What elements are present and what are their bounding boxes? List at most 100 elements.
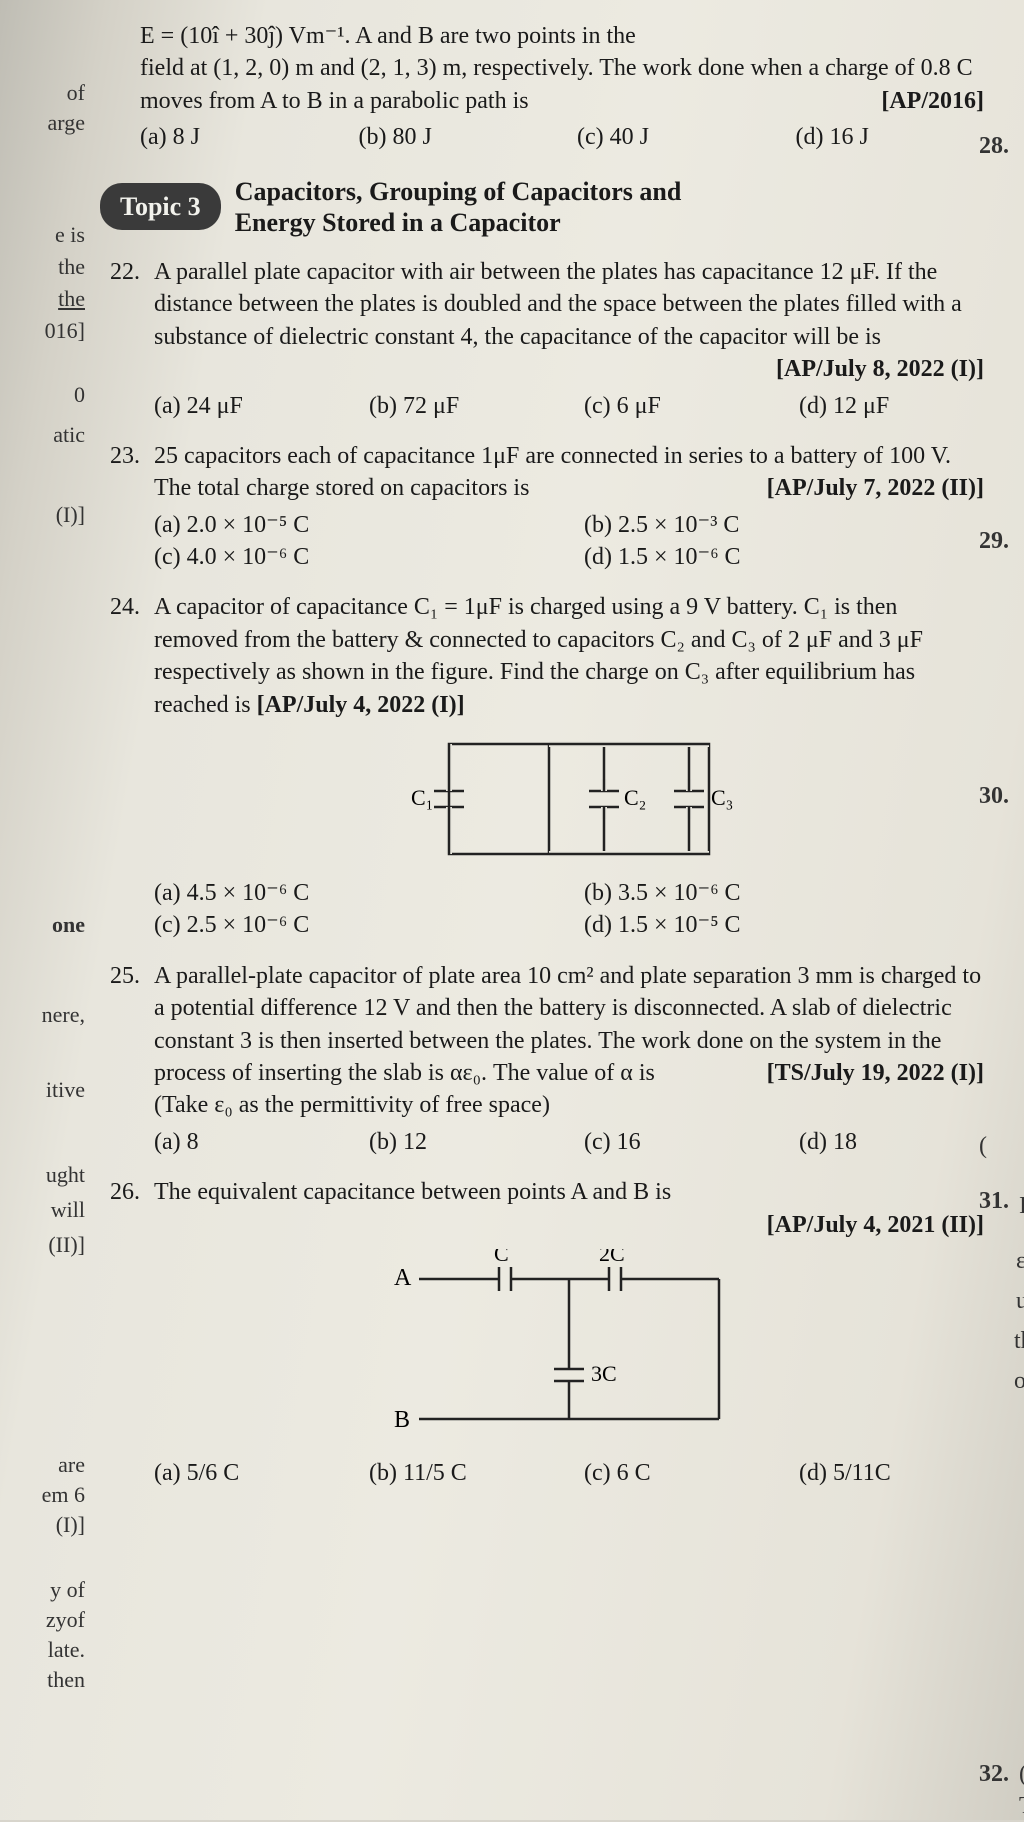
margin-text: th	[1014, 1325, 1024, 1357]
margin-text: the	[58, 252, 85, 282]
option-a: (a) 5/6 C	[154, 1457, 339, 1489]
question-25: 25. A parallel-plate capacitor of plate …	[110, 960, 984, 1168]
q26-options: (a) 5/6 C (b) 11/5 C (c) 6 C (d) 5/11C	[154, 1457, 984, 1489]
option-d: (d) 18	[799, 1126, 984, 1158]
margin-text: Iᵢ	[1019, 1190, 1024, 1222]
margin-text: ε	[1016, 1245, 1024, 1277]
svg-text:A: A	[394, 1265, 412, 1291]
svg-text:2C: 2C	[599, 1249, 625, 1266]
option-c: (c) 16	[584, 1126, 769, 1158]
margin-text: the	[58, 284, 85, 314]
question-26: 26. The equivalent capacitance between p…	[110, 1176, 984, 1499]
question-num: 24.	[110, 591, 154, 951]
q23-options: (a) 2.0 × 10⁻⁵ C (b) 2.5 × 10⁻³ C (c) 4.…	[154, 509, 984, 574]
q24-figure: C₁ C₂ C₃	[154, 729, 984, 869]
option-d: (d) 5/11C	[799, 1457, 984, 1489]
option-d: (d) 12 μF	[799, 390, 984, 422]
q24-options: (a) 4.5 × 10⁻⁶ C (b) 3.5 × 10⁻⁶ C (c) 2.…	[154, 877, 984, 942]
topic-header: Topic 3 Capacitors, Grouping of Capacito…	[100, 176, 681, 238]
margin-text: atic	[53, 420, 85, 450]
margin-text: zyof	[46, 1605, 85, 1635]
question-22: 22. A parallel plate capacitor with air …	[110, 256, 984, 432]
margin-num: 28.	[979, 130, 1009, 162]
q25-options: (a) 8 (b) 12 (c) 16 (d) 18	[154, 1126, 984, 1158]
margin-text: will	[51, 1195, 85, 1225]
question-body: A parallel plate capacitor with air betw…	[154, 256, 984, 432]
question-body: A capacitor of capacitance C₁ = 1μF is c…	[154, 591, 984, 951]
margin-text: ught	[46, 1160, 85, 1190]
topic-pill: Topic 3	[100, 183, 221, 230]
option-b: (b) 2.5 × 10⁻³ C	[584, 509, 984, 541]
option-d: (d) 1.5 × 10⁻⁶ C	[584, 541, 984, 573]
margin-text: then	[47, 1665, 85, 1695]
margin-text: itive	[46, 1075, 85, 1105]
topic-title: Capacitors, Grouping of Capacitors and E…	[235, 176, 682, 238]
q25-note: (Take ε₀ as the permittivity of free spa…	[154, 1089, 984, 1121]
question-num: 22.	[110, 256, 154, 432]
intro-text: E = (10î + 30ĵ) Vm⁻¹. A and B are two po…	[110, 20, 984, 52]
margin-text: (	[979, 1130, 987, 1162]
option-d: (d) 16 J	[796, 121, 985, 153]
svg-text:C: C	[494, 1249, 509, 1266]
margin-text: em 6	[42, 1480, 85, 1510]
svg-text:B: B	[394, 1407, 410, 1433]
q26-figure: A B C 2C 3C	[154, 1249, 984, 1449]
svg-text:3C: 3C	[591, 1361, 617, 1386]
q22-options: (a) 24 μF (b) 72 μF (c) 6 μF (d) 12 μF	[154, 390, 984, 422]
margin-text: oᵢ	[1014, 1365, 1024, 1397]
margin-text: (II)]	[48, 1230, 85, 1260]
exam-tag: [AP/July 7, 2022 (II)]	[767, 472, 984, 504]
margin-text: Tᵥ	[1019, 1790, 1024, 1822]
question-num: 25.	[110, 960, 154, 1168]
margin-text: arge	[48, 108, 85, 138]
margin-text: nere,	[42, 1000, 85, 1030]
question-24: 24. A capacitor of capacitance C₁ = 1μF …	[110, 591, 984, 951]
margin-num: 30.	[979, 780, 1009, 812]
margin-num: 29.	[979, 525, 1009, 557]
margin-text: 0	[74, 380, 85, 410]
option-c: (c) 4.0 × 10⁻⁶ C	[154, 541, 554, 573]
page: of arge e is the the 016] 0 atic (I)] on…	[0, 0, 1024, 1820]
option-a: (a) 4.5 × 10⁻⁶ C	[154, 877, 554, 909]
capacitor-circuit-icon: C₁ C₂ C₃	[389, 729, 749, 869]
svg-text:C₂: C₂	[624, 785, 646, 810]
intro-block: E = (10î + 30ĵ) Vm⁻¹. A and B are two po…	[110, 20, 984, 154]
intro-text: field at (1, 2, 0) m and (2, 1, 3) m, re…	[110, 52, 984, 117]
left-margin: of arge e is the the 016] 0 atic (I)] on…	[0, 0, 95, 1820]
exam-tag: [AP/2016]	[881, 85, 984, 117]
margin-text: y of	[50, 1575, 85, 1605]
margin-text: (a)	[1019, 1758, 1024, 1790]
question-body: The equivalent capacitance between point…	[154, 1176, 984, 1499]
margin-text: one	[52, 910, 85, 940]
option-b: (b) 80 J	[359, 121, 548, 153]
question-body: 25 capacitors each of capacitance 1μF ar…	[154, 440, 984, 584]
option-c: (c) 2.5 × 10⁻⁶ C	[154, 909, 554, 941]
option-c: (c) 6 μF	[584, 390, 769, 422]
option-c: (c) 6 C	[584, 1457, 769, 1489]
option-d: (d) 1.5 × 10⁻⁵ C	[584, 909, 984, 941]
margin-text: 016]	[45, 316, 85, 346]
margin-text: u	[1016, 1285, 1024, 1317]
margin-num: 31.	[979, 1185, 1009, 1217]
exam-tag: [TS/July 19, 2022 (I)]	[767, 1057, 984, 1089]
exam-tag: [AP/July 4, 2022 (I)]	[257, 692, 465, 718]
option-b: (b) 3.5 × 10⁻⁶ C	[584, 877, 984, 909]
margin-text: e is	[55, 220, 85, 250]
intro-options: (a) 8 J (b) 80 J (c) 40 J (d) 16 J	[140, 121, 984, 153]
option-a: (a) 24 μF	[154, 390, 339, 422]
option-b: (b) 12	[369, 1126, 554, 1158]
exam-tag: [AP/July 8, 2022 (I)]	[776, 353, 984, 385]
capacitor-network-icon: A B C 2C 3C	[359, 1249, 779, 1449]
option-b: (b) 72 μF	[369, 390, 554, 422]
margin-text: of	[67, 78, 85, 108]
option-a: (a) 8 J	[140, 121, 329, 153]
right-margin: 28. 29. 30. ( 31. Iᵢ ε u th oᵢ 32. (a) T…	[974, 0, 1024, 1820]
margin-text: (I)]	[56, 500, 85, 530]
question-23: 23. 25 capacitors each of capacitance 1μ…	[110, 440, 984, 584]
margin-num: 32.	[979, 1758, 1009, 1790]
svg-text:C₁: C₁	[411, 785, 433, 810]
margin-text: late.	[48, 1635, 85, 1665]
margin-text: (I)]	[56, 1510, 85, 1540]
option-c: (c) 40 J	[577, 121, 766, 153]
question-num: 26.	[110, 1176, 154, 1499]
